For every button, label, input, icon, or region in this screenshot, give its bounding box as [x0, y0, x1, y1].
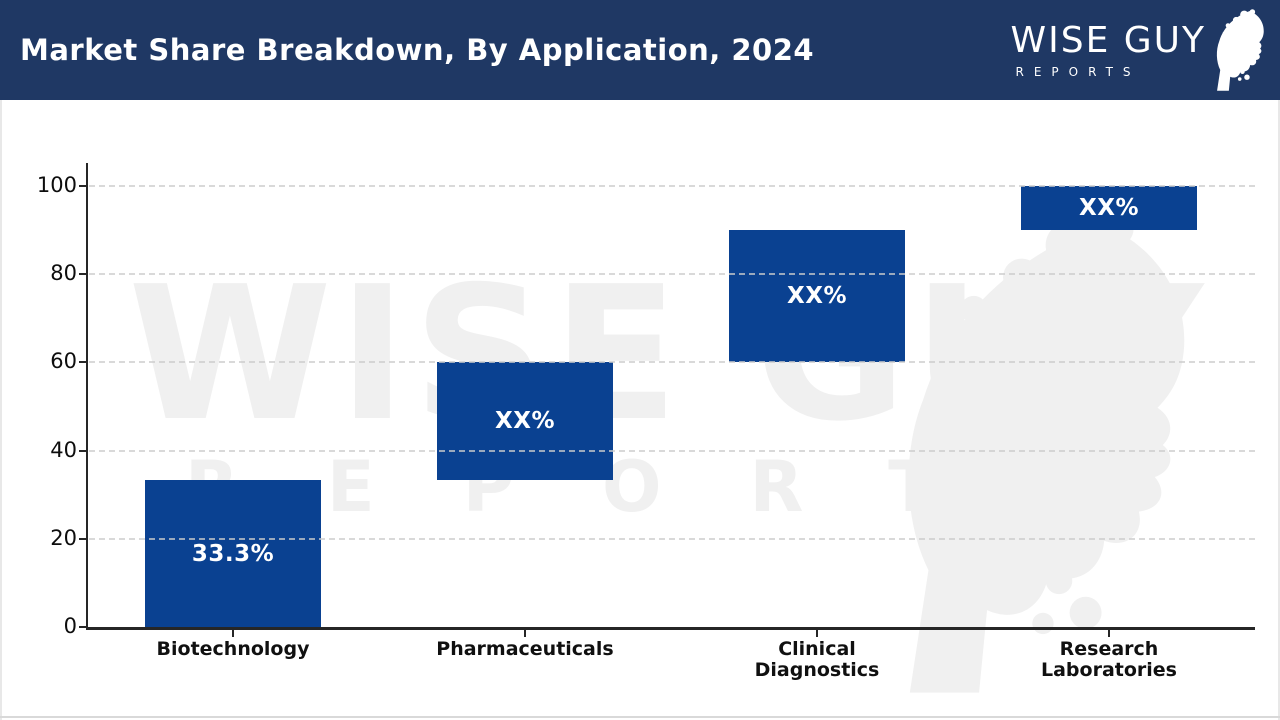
y-tick-label-80: 80	[50, 261, 77, 286]
gridline-40	[89, 449, 1255, 452]
x-tick-biotechnology	[232, 630, 234, 637]
bar-value-label-biotechnology: 33.3%	[191, 540, 275, 567]
gridline-60	[89, 361, 1255, 364]
bar-research-laboratories: XX%	[1021, 186, 1197, 231]
x-tick-pharmaceuticals	[524, 630, 526, 637]
figure-left-border	[0, 100, 2, 720]
figure-right-border	[1278, 100, 1280, 720]
y-tick-label-60: 60	[50, 349, 77, 374]
bar-clinical-diagnostics: XX%	[729, 230, 905, 363]
brand-subtitle: REPORTS	[1015, 64, 1141, 79]
x-tick-research-laboratories	[1108, 630, 1110, 637]
y-tick-label-20: 20	[50, 525, 77, 550]
bar-biotechnology: 33.3%	[145, 480, 321, 627]
x-category-label-clinical-diagnostics: Clinical Diagnostics	[754, 638, 880, 681]
header: Market Share Breakdown, By Application, …	[0, 0, 1280, 100]
bar-pharmaceuticals: XX%	[437, 362, 613, 481]
y-tick-0	[79, 626, 87, 628]
bar-value-label-research-laboratories: XX%	[1078, 195, 1139, 222]
bar-value-label-clinical-diagnostics: XX%	[786, 283, 847, 310]
brand-name: WISE GUY	[1010, 19, 1206, 61]
wiseguy-face-icon	[1216, 9, 1264, 91]
x-axis-line	[86, 627, 1255, 630]
brand-text: WISE GUY REPORTS	[1010, 19, 1207, 79]
gridline-20	[89, 537, 1255, 540]
x-category-label-research-laboratories: Research Laboratories	[1041, 638, 1177, 681]
y-tick-80	[79, 273, 87, 276]
y-tick-60	[79, 361, 87, 364]
figure-bottom-border	[0, 716, 1280, 718]
chart-title: Market Share Breakdown, By Application, …	[20, 33, 815, 67]
x-tick-clinical-diagnostics	[816, 630, 818, 637]
y-tick-label-100: 100	[36, 173, 77, 197]
y-tick-label-40: 40	[50, 437, 77, 462]
y-tick-20	[79, 537, 87, 540]
x-category-label-pharmaceuticals: Pharmaceuticals	[436, 638, 614, 660]
x-category-label-biotechnology: Biotechnology	[156, 638, 310, 660]
y-tick-40	[79, 449, 87, 452]
brand-logo: WISE GUY REPORTS	[1011, 7, 1267, 93]
y-tick-100	[79, 185, 87, 187]
gridline-80	[89, 273, 1255, 276]
y-tick-label-0: 0	[63, 614, 77, 638]
y-axis-line	[86, 163, 88, 629]
gridline-100	[89, 185, 1255, 187]
bar-value-label-pharmaceuticals: XX%	[494, 408, 555, 435]
